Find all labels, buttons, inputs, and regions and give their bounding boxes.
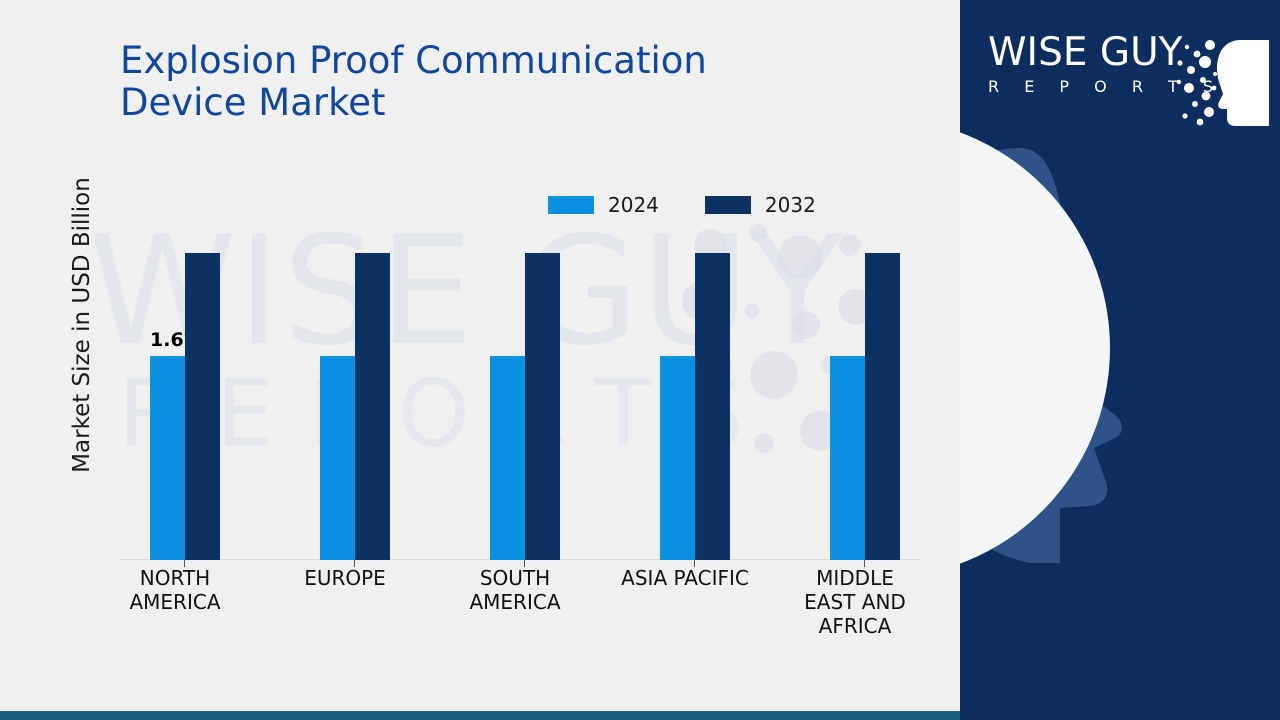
legend-item-2032[interactable]: 2032 — [704, 193, 816, 217]
legend-label-2024: 2024 — [608, 193, 659, 217]
legend-swatch-icon-2024 — [548, 196, 594, 214]
bar-2032-3[interactable] — [695, 253, 730, 560]
x-tick-3 — [694, 560, 695, 567]
category-label-2: SOUTH AMERICA — [469, 566, 561, 614]
bar-group-1: EUROPE — [290, 240, 440, 590]
legend-item-2024[interactable]: 2024 — [548, 193, 659, 217]
bar-2024-1[interactable] — [320, 356, 355, 560]
bar-2024-2[interactable] — [490, 356, 525, 560]
category-label-1: EUROPE — [304, 566, 386, 590]
bar-group-4: MIDDLE EAST AND AFRICA — [800, 240, 950, 638]
bar-group-0: 1.67 NORTH AMERICA — [120, 240, 270, 614]
dotted-head-profile-icon — [1176, 40, 1269, 126]
y-axis-label: Market Size in USD Billion — [69, 177, 95, 473]
brand-logo-secondary: R E P O R T S — [988, 77, 1224, 96]
bar-2032-2[interactable] — [525, 253, 560, 560]
x-tick-4 — [864, 560, 865, 567]
bar-2032-0[interactable] — [185, 253, 220, 560]
category-label-4: MIDDLE EAST AND AFRICA — [804, 566, 906, 638]
x-tick-2 — [524, 560, 525, 567]
bar-2032-1[interactable] — [355, 253, 390, 560]
legend-swatch-icon-2032 — [704, 196, 751, 214]
bar-2024-0[interactable]: 1.67 — [150, 329, 197, 560]
plot-area: 1.67 NORTH AMERICA EUROPE SOUTH AMERICA … — [120, 240, 920, 638]
bar-2032-4[interactable] — [865, 253, 900, 560]
chart-legend: 2024 2032 — [548, 193, 816, 217]
category-label-3: ASIA PACIFIC — [621, 566, 749, 590]
category-label-0: NORTH AMERICA — [129, 566, 221, 614]
brand-logo: WISE GUY R E P O R T S — [988, 30, 1269, 126]
brand-panel: WISE GUY R E P O R T S — [960, 0, 1280, 720]
legend-label-2032: 2032 — [764, 193, 816, 217]
page-title: Explosion Proof Communication Device Mar… — [120, 39, 707, 124]
bar-group-2: SOUTH AMERICA — [460, 240, 610, 614]
bar-2024-4[interactable] — [830, 356, 865, 560]
x-tick-1 — [354, 560, 355, 567]
bar-2024-3[interactable] — [660, 356, 695, 560]
x-tick-0 — [184, 560, 185, 567]
footer-accent-strip — [0, 711, 960, 720]
bar-group-3: ASIA PACIFIC — [621, 240, 780, 590]
brand-logo-primary: WISE GUY — [988, 30, 1183, 75]
